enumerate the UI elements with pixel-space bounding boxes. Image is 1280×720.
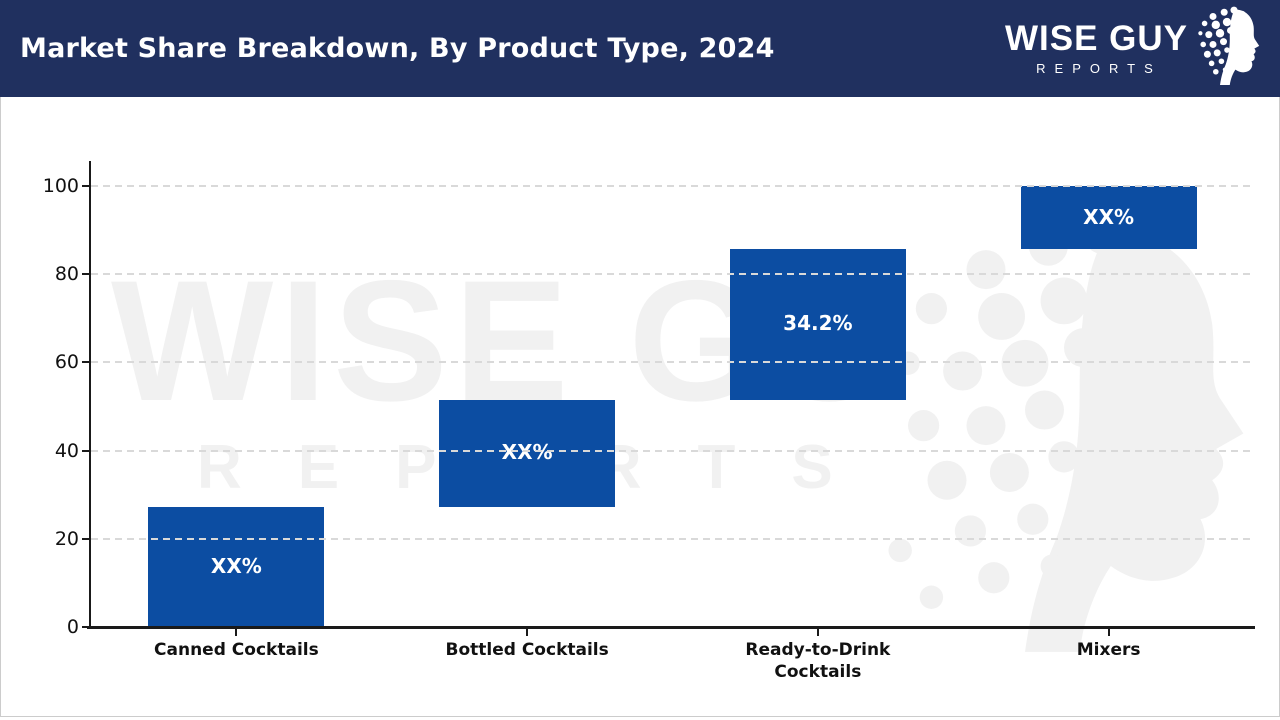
y-tick-mark	[82, 537, 91, 540]
gridline	[91, 185, 1254, 187]
y-tick-label: 20	[54, 527, 79, 550]
x-tick-mark	[816, 629, 819, 636]
y-tick-label: 100	[42, 175, 79, 197]
gridline	[91, 361, 1254, 364]
x-axis-label: Mixers	[1076, 640, 1141, 660]
y-tick-mark	[82, 449, 91, 452]
brand-logo: WISE GUY REPORTS	[1005, 5, 1262, 93]
y-tick-label: 60	[54, 351, 79, 374]
x-axis-label: Canned Cocktails	[154, 640, 319, 660]
bar: 34.2%	[729, 249, 906, 400]
bar: XX%	[439, 399, 616, 507]
y-axis-spine	[89, 161, 91, 628]
y-tick-label: 40	[54, 439, 79, 462]
x-tick-mark	[235, 629, 238, 636]
logo-wordmark: WISE GUY	[1004, 19, 1188, 58]
bar-value-label: XX%	[210, 553, 262, 578]
gridline	[91, 449, 1254, 452]
header-bar: Market Share Breakdown, By Product Type,…	[0, 0, 1280, 97]
y-tick-label: 80	[54, 263, 79, 286]
bar-value-label: XX%	[501, 440, 553, 465]
y-tick-label: 0	[66, 616, 79, 638]
logo-head-icon	[1198, 6, 1260, 85]
x-axis-line	[87, 626, 1255, 629]
x-axis-label: Bottled Cocktails	[445, 640, 609, 660]
bar: XX%	[1020, 186, 1197, 250]
gridline	[91, 537, 1254, 540]
bar-value-label: 34.2%	[783, 311, 853, 336]
plot-area: 0 20 40 60 80 100 XX% Canned Cocktails XX% Bottle…	[1, 97, 1279, 716]
bar-value-label: XX%	[1083, 204, 1135, 229]
y-tick-mark	[82, 626, 91, 628]
x-tick-mark	[1107, 629, 1110, 636]
gridline	[91, 273, 1254, 276]
x-tick-mark	[526, 629, 529, 636]
x-axis-label: Ready-to-Drink Cocktails	[745, 640, 891, 683]
logo-subtitle: REPORTS	[1036, 61, 1162, 76]
page-title: Market Share Breakdown, By Product Type,…	[20, 33, 775, 64]
y-tick-mark	[82, 185, 91, 187]
y-tick-mark	[82, 273, 91, 276]
y-tick-mark	[82, 361, 91, 364]
bar: XX%	[148, 506, 325, 627]
logo-wordmark-block: WISE GUY REPORTS	[1005, 21, 1188, 76]
